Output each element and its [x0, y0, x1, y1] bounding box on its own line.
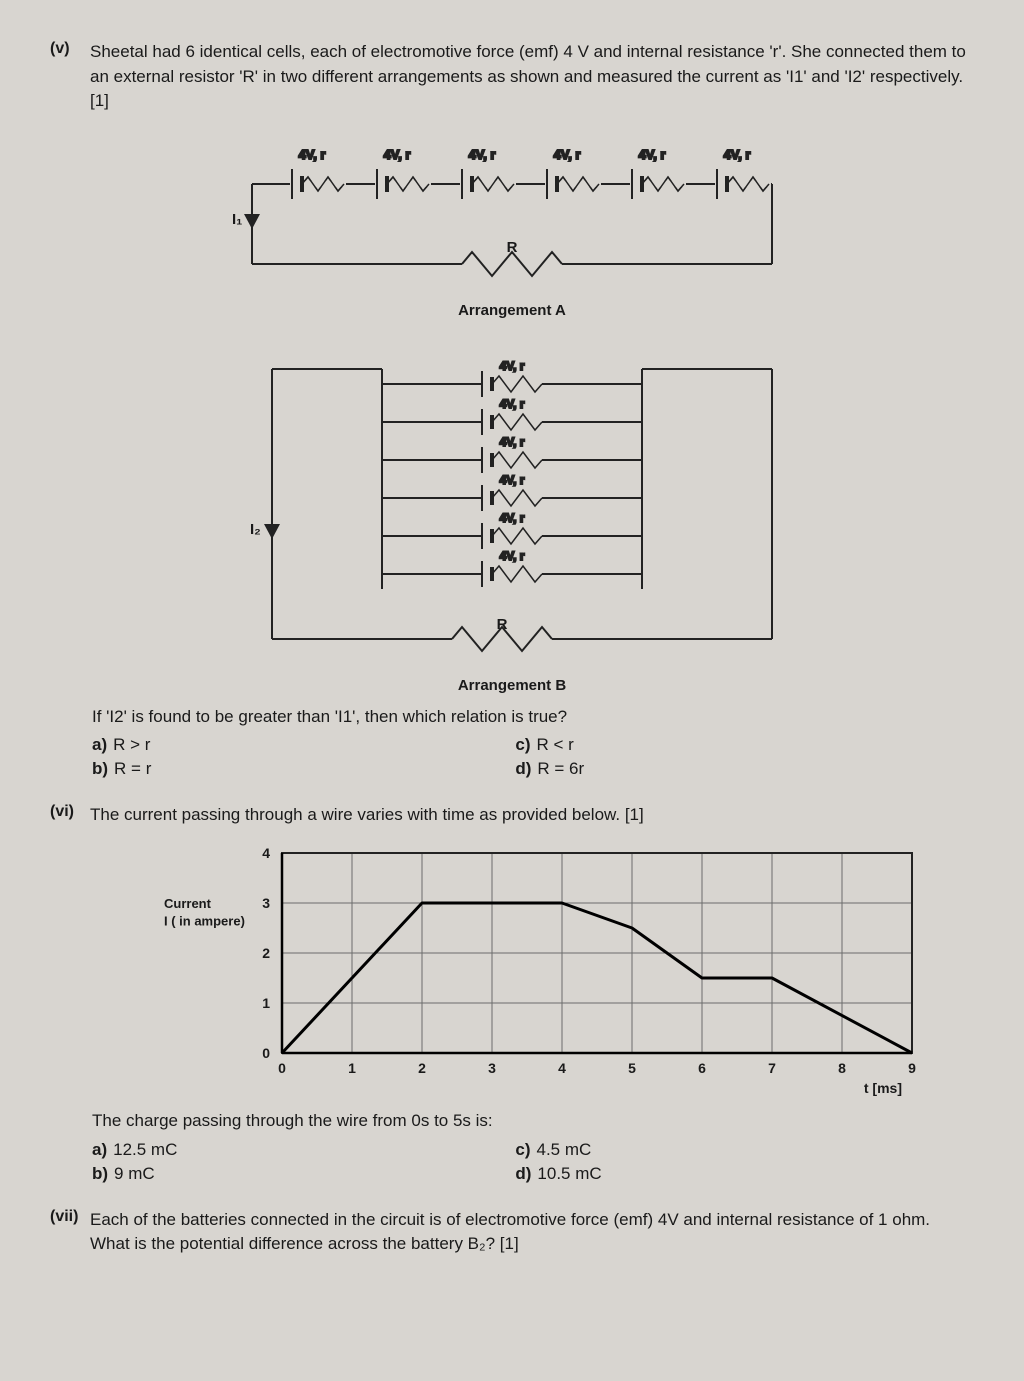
opt-v-b: b)R = r [92, 759, 515, 779]
arrangement-a-label: Arrangement A [50, 302, 974, 319]
svg-text:4V, r: 4V, r [500, 435, 525, 449]
svg-text:3: 3 [488, 1060, 496, 1076]
svg-text:4V, r: 4V, r [639, 147, 666, 162]
svg-text:0: 0 [262, 1045, 270, 1061]
svg-text:4V, r: 4V, r [500, 473, 525, 487]
opt-v-c: c)R < r [515, 735, 938, 755]
svg-text:4V, r: 4V, r [724, 147, 751, 162]
svg-text:9: 9 [908, 1060, 916, 1076]
svg-text:1: 1 [348, 1060, 356, 1076]
svg-text:2: 2 [262, 945, 270, 961]
opt-vi-d: d)10.5 mC [515, 1164, 938, 1184]
svg-text:4: 4 [558, 1060, 566, 1076]
svg-text:6: 6 [698, 1060, 706, 1076]
opt-vi-b: b)9 mC [92, 1164, 515, 1184]
svg-text:4V, r: 4V, r [500, 511, 525, 525]
svg-text:Current: Current [164, 896, 212, 911]
options-vi: a)12.5 mC c)4.5 mC b)9 mC d)10.5 mC [92, 1140, 974, 1188]
opt-vi-c: c)4.5 mC [515, 1140, 938, 1160]
opt-vi-a: a)12.5 mC [92, 1140, 515, 1160]
svg-text:I ( in ampere): I ( in ampere) [164, 914, 245, 929]
i1-label: I₁ [232, 211, 242, 228]
svg-text:4V, r: 4V, r [469, 147, 496, 162]
q-text-vii: Each of the batteries connected in the c… [90, 1208, 974, 1257]
svg-text:4V, r: 4V, r [500, 397, 525, 411]
svg-text:5: 5 [628, 1060, 636, 1076]
svg-text:7: 7 [768, 1060, 776, 1076]
opt-v-d: d)R = 6r [515, 759, 938, 779]
svg-text:2: 2 [418, 1060, 426, 1076]
options-v: a)R > r c)R < r b)R = r d)R = 6r [92, 735, 974, 783]
chart-vi: 0 1 2 3 4 5 6 7 8 9 0 1 2 3 4 Current I ( in ampere) t [m… [110, 838, 974, 1098]
question-v: (v) Sheetal had 6 identical cells, each … [50, 40, 974, 783]
svg-text:t [ms]: t [ms] [864, 1080, 902, 1096]
q-text-v: Sheetal had 6 identical cells, each of e… [90, 40, 974, 114]
subquestion-v: If 'I2' is found to be greater than 'I1'… [92, 704, 974, 730]
q-text-vi: The current passing through a wire varie… [90, 803, 974, 828]
q-num-vii: (vii) [50, 1208, 82, 1226]
svg-text:1: 1 [262, 995, 270, 1011]
r-label-a: R [507, 239, 518, 256]
svg-text:0: 0 [278, 1060, 286, 1076]
q-num-vi: (vi) [50, 803, 82, 821]
svg-text:4: 4 [262, 845, 270, 861]
arrangement-b-label: Arrangement B [50, 677, 974, 694]
svg-text:4V, r: 4V, r [554, 147, 581, 162]
question-vii: (vii) Each of the batteries connected in… [50, 1208, 974, 1257]
diagram-arrangement-a: 4V, r 4V, r 4V, r 4V, r 4V, r 4V, r I₁ R Arra… [50, 134, 974, 319]
svg-text:4V, r: 4V, r [384, 147, 411, 162]
opt-v-a: a)R > r [92, 735, 515, 755]
r-label-b: R [497, 616, 508, 633]
svg-text:8: 8 [838, 1060, 846, 1076]
i2-label: I₂ [250, 521, 261, 538]
svg-text:4V, r: 4V, r [299, 147, 326, 162]
diagram-arrangement-b: 4V, r 4V, r 4V, r 4V, r 4V, r 4V, r I₂ R Arra… [50, 339, 974, 694]
question-vi: (vi) The current passing through a wire … [50, 803, 974, 1187]
footq-vi: The charge passing through the wire from… [92, 1108, 974, 1134]
q-num-v: (v) [50, 40, 82, 58]
svg-text:4V, r: 4V, r [500, 359, 525, 373]
svg-text:3: 3 [262, 895, 270, 911]
svg-text:4V, r: 4V, r [500, 549, 525, 563]
